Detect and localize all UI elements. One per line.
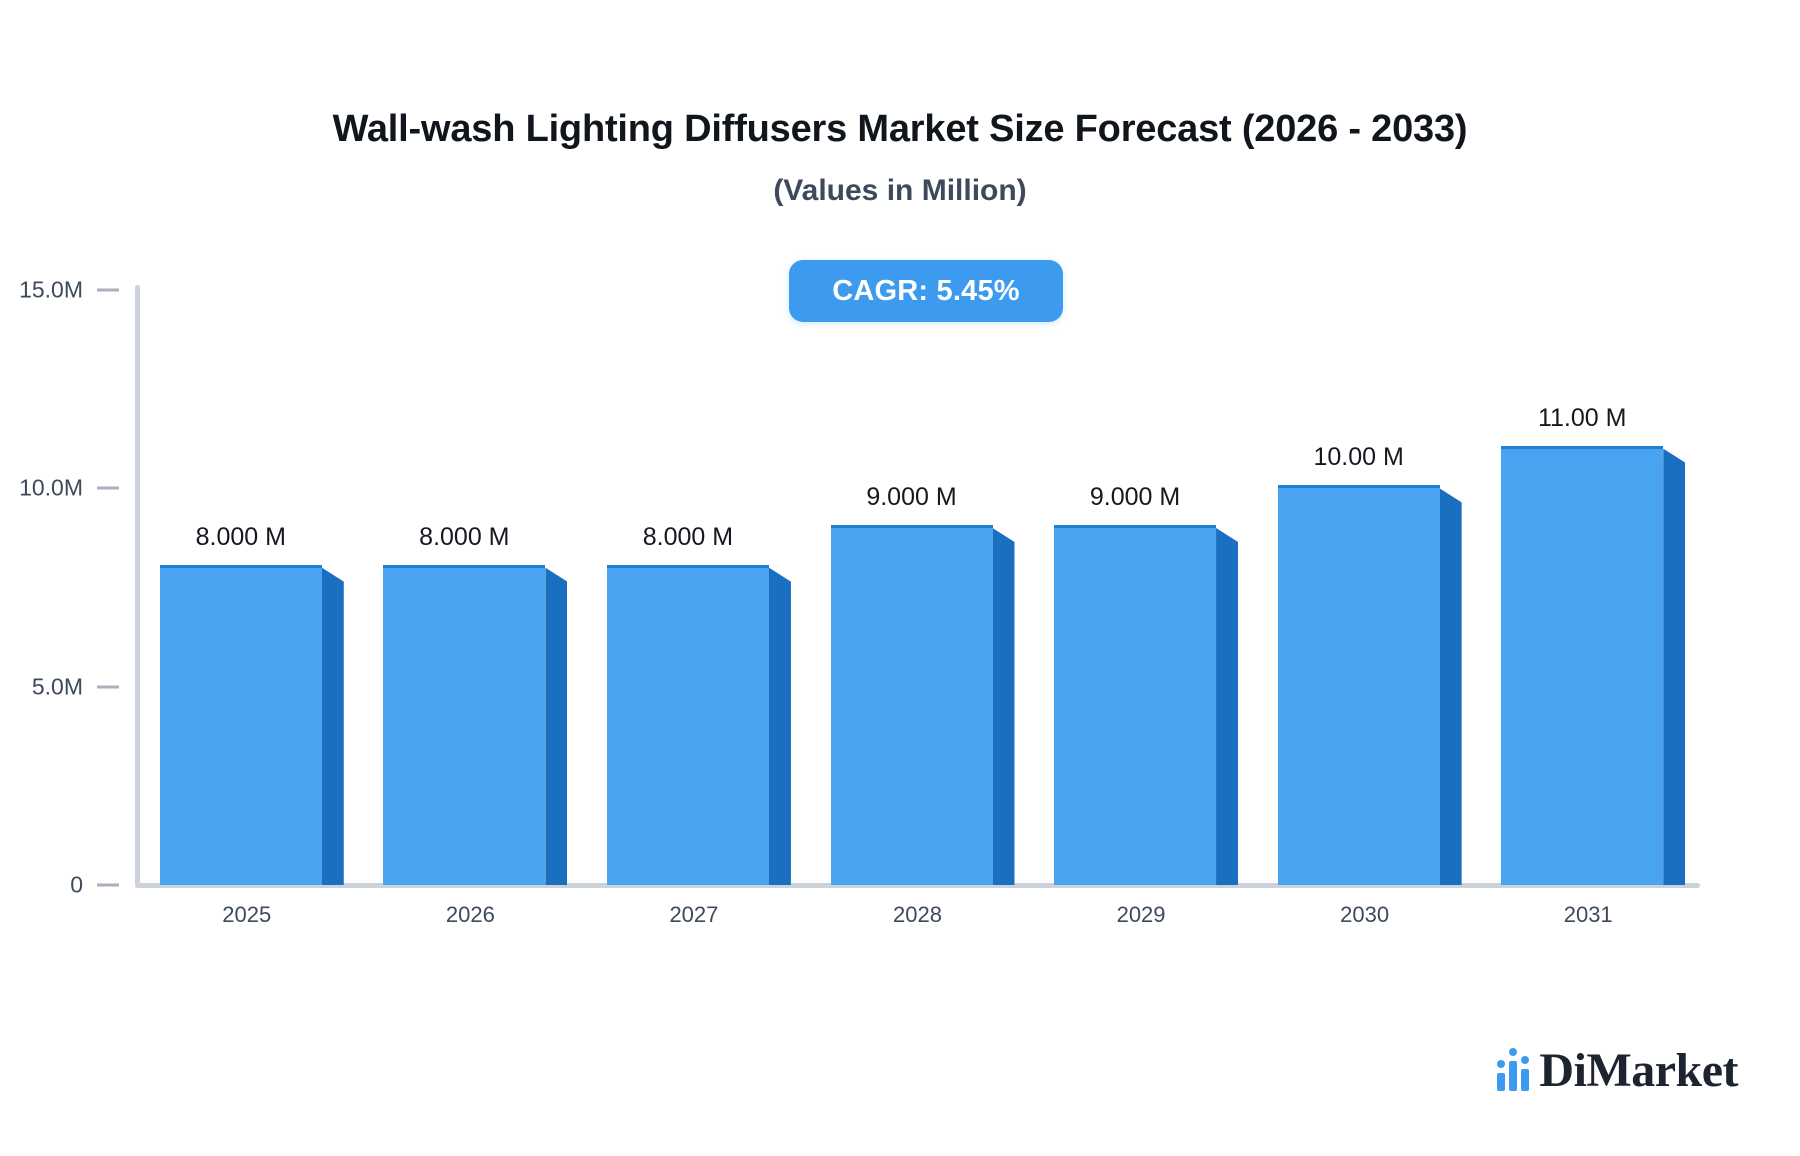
bar-value-label: 8.000 M xyxy=(642,522,734,551)
bar-side-face xyxy=(321,567,344,885)
y-axis-tick: 0 xyxy=(0,872,135,899)
x-axis-tick-label: 2025 xyxy=(222,902,272,927)
logo-bar-1 xyxy=(1497,1059,1506,1091)
y-axis-tick-label: 10.0M xyxy=(19,474,83,501)
x-axis-tick-label: 2031 xyxy=(1563,902,1613,927)
bar-front-face xyxy=(1054,525,1217,885)
x-axis-tick-label: 2026 xyxy=(445,902,495,927)
bar-side-face xyxy=(1663,448,1686,885)
bar-side-face xyxy=(1439,488,1462,885)
y-axis-tick: 5.0M xyxy=(0,673,135,700)
x-axis-tick-label: 2029 xyxy=(1116,902,1166,927)
bar-2028[interactable]: 9.000 M xyxy=(830,483,1015,885)
bar-2031[interactable]: 11.00 M xyxy=(1501,404,1686,885)
logo-bar-2 xyxy=(1509,1047,1518,1091)
x-axis-tick-label: 2030 xyxy=(1340,902,1390,927)
bar-2029[interactable]: 9.000 M xyxy=(1054,483,1239,885)
bar-value-label: 8.000 M xyxy=(419,522,510,551)
bar-front-face xyxy=(383,564,546,885)
y-axis-tick-label: 0 xyxy=(70,871,83,898)
bar-2030[interactable]: 10.00 M xyxy=(1277,443,1462,885)
bar-chart-icon xyxy=(1497,1047,1530,1091)
x-axis-tick-label: 2027 xyxy=(669,902,719,927)
y-axis-tick-mark xyxy=(97,685,119,689)
logo-bar-3 xyxy=(1521,1055,1530,1091)
bar-value-label: 8.000 M xyxy=(195,522,286,551)
chart-title: Wall-wash Lighting Diffusers Market Size… xyxy=(332,108,1468,150)
bar-value-label: 11.00 M xyxy=(1537,403,1627,432)
bar-side-face xyxy=(992,528,1015,885)
y-axis-tick-label: 15.0M xyxy=(19,276,83,303)
plot-area: 15.0M 10.0M 5.0M 0 8.000 M 8.000 M 8.000 M 9.0… xyxy=(19,277,1700,927)
bar-value-label: 10.00 M xyxy=(1313,443,1404,472)
brand-logo: DiMarket xyxy=(1497,1043,1738,1098)
logo-dot-3 xyxy=(1521,1055,1530,1064)
x-axis-tick-label: 2028 xyxy=(893,902,942,927)
bar-front-face xyxy=(606,564,769,885)
bar-front-face xyxy=(830,525,993,885)
bar-front-face xyxy=(1501,445,1664,885)
y-axis-tick-mark xyxy=(97,883,119,887)
bar-side-face xyxy=(1216,528,1239,885)
bar-value-label: 9.000 M xyxy=(1089,483,1181,511)
chart-header: Wall-wash Lighting Diffusers Market Size… xyxy=(0,108,1800,208)
bar-2027[interactable]: 8.000 M xyxy=(606,523,791,885)
y-axis-tick-mark xyxy=(97,288,119,292)
y-axis-tick-mark xyxy=(97,486,119,490)
logo-dot-2 xyxy=(1509,1047,1518,1056)
y-axis-tick: 10.0M xyxy=(0,475,135,502)
bar-2025[interactable]: 8.000 M xyxy=(159,523,344,885)
y-axis-tick: 15.0M xyxy=(0,277,135,304)
x-axis-line xyxy=(135,883,1700,888)
bar-side-face xyxy=(545,567,568,885)
cagr-badge: CAGR: 5.45% xyxy=(789,260,1063,322)
y-axis-tick-label: 5.0M xyxy=(31,673,83,700)
logo-dot-1 xyxy=(1497,1059,1506,1068)
brand-name: DiMarket xyxy=(1539,1044,1738,1097)
bar-value-label: 9.000 M xyxy=(866,483,957,511)
chart-subtitle: (Values in Million) xyxy=(773,173,1027,207)
y-axis-line xyxy=(135,285,140,885)
bar-front-face xyxy=(1277,485,1440,885)
bars-layer: 8.000 M 8.000 M 8.000 M 9.000 M 9.000 M 10.00… xyxy=(135,290,1700,885)
bar-side-face xyxy=(768,567,791,885)
cagr-badge-label: CAGR: 5.45% xyxy=(832,274,1020,307)
bar-2026[interactable]: 8.000 M xyxy=(383,523,568,885)
bar-front-face xyxy=(159,564,322,885)
